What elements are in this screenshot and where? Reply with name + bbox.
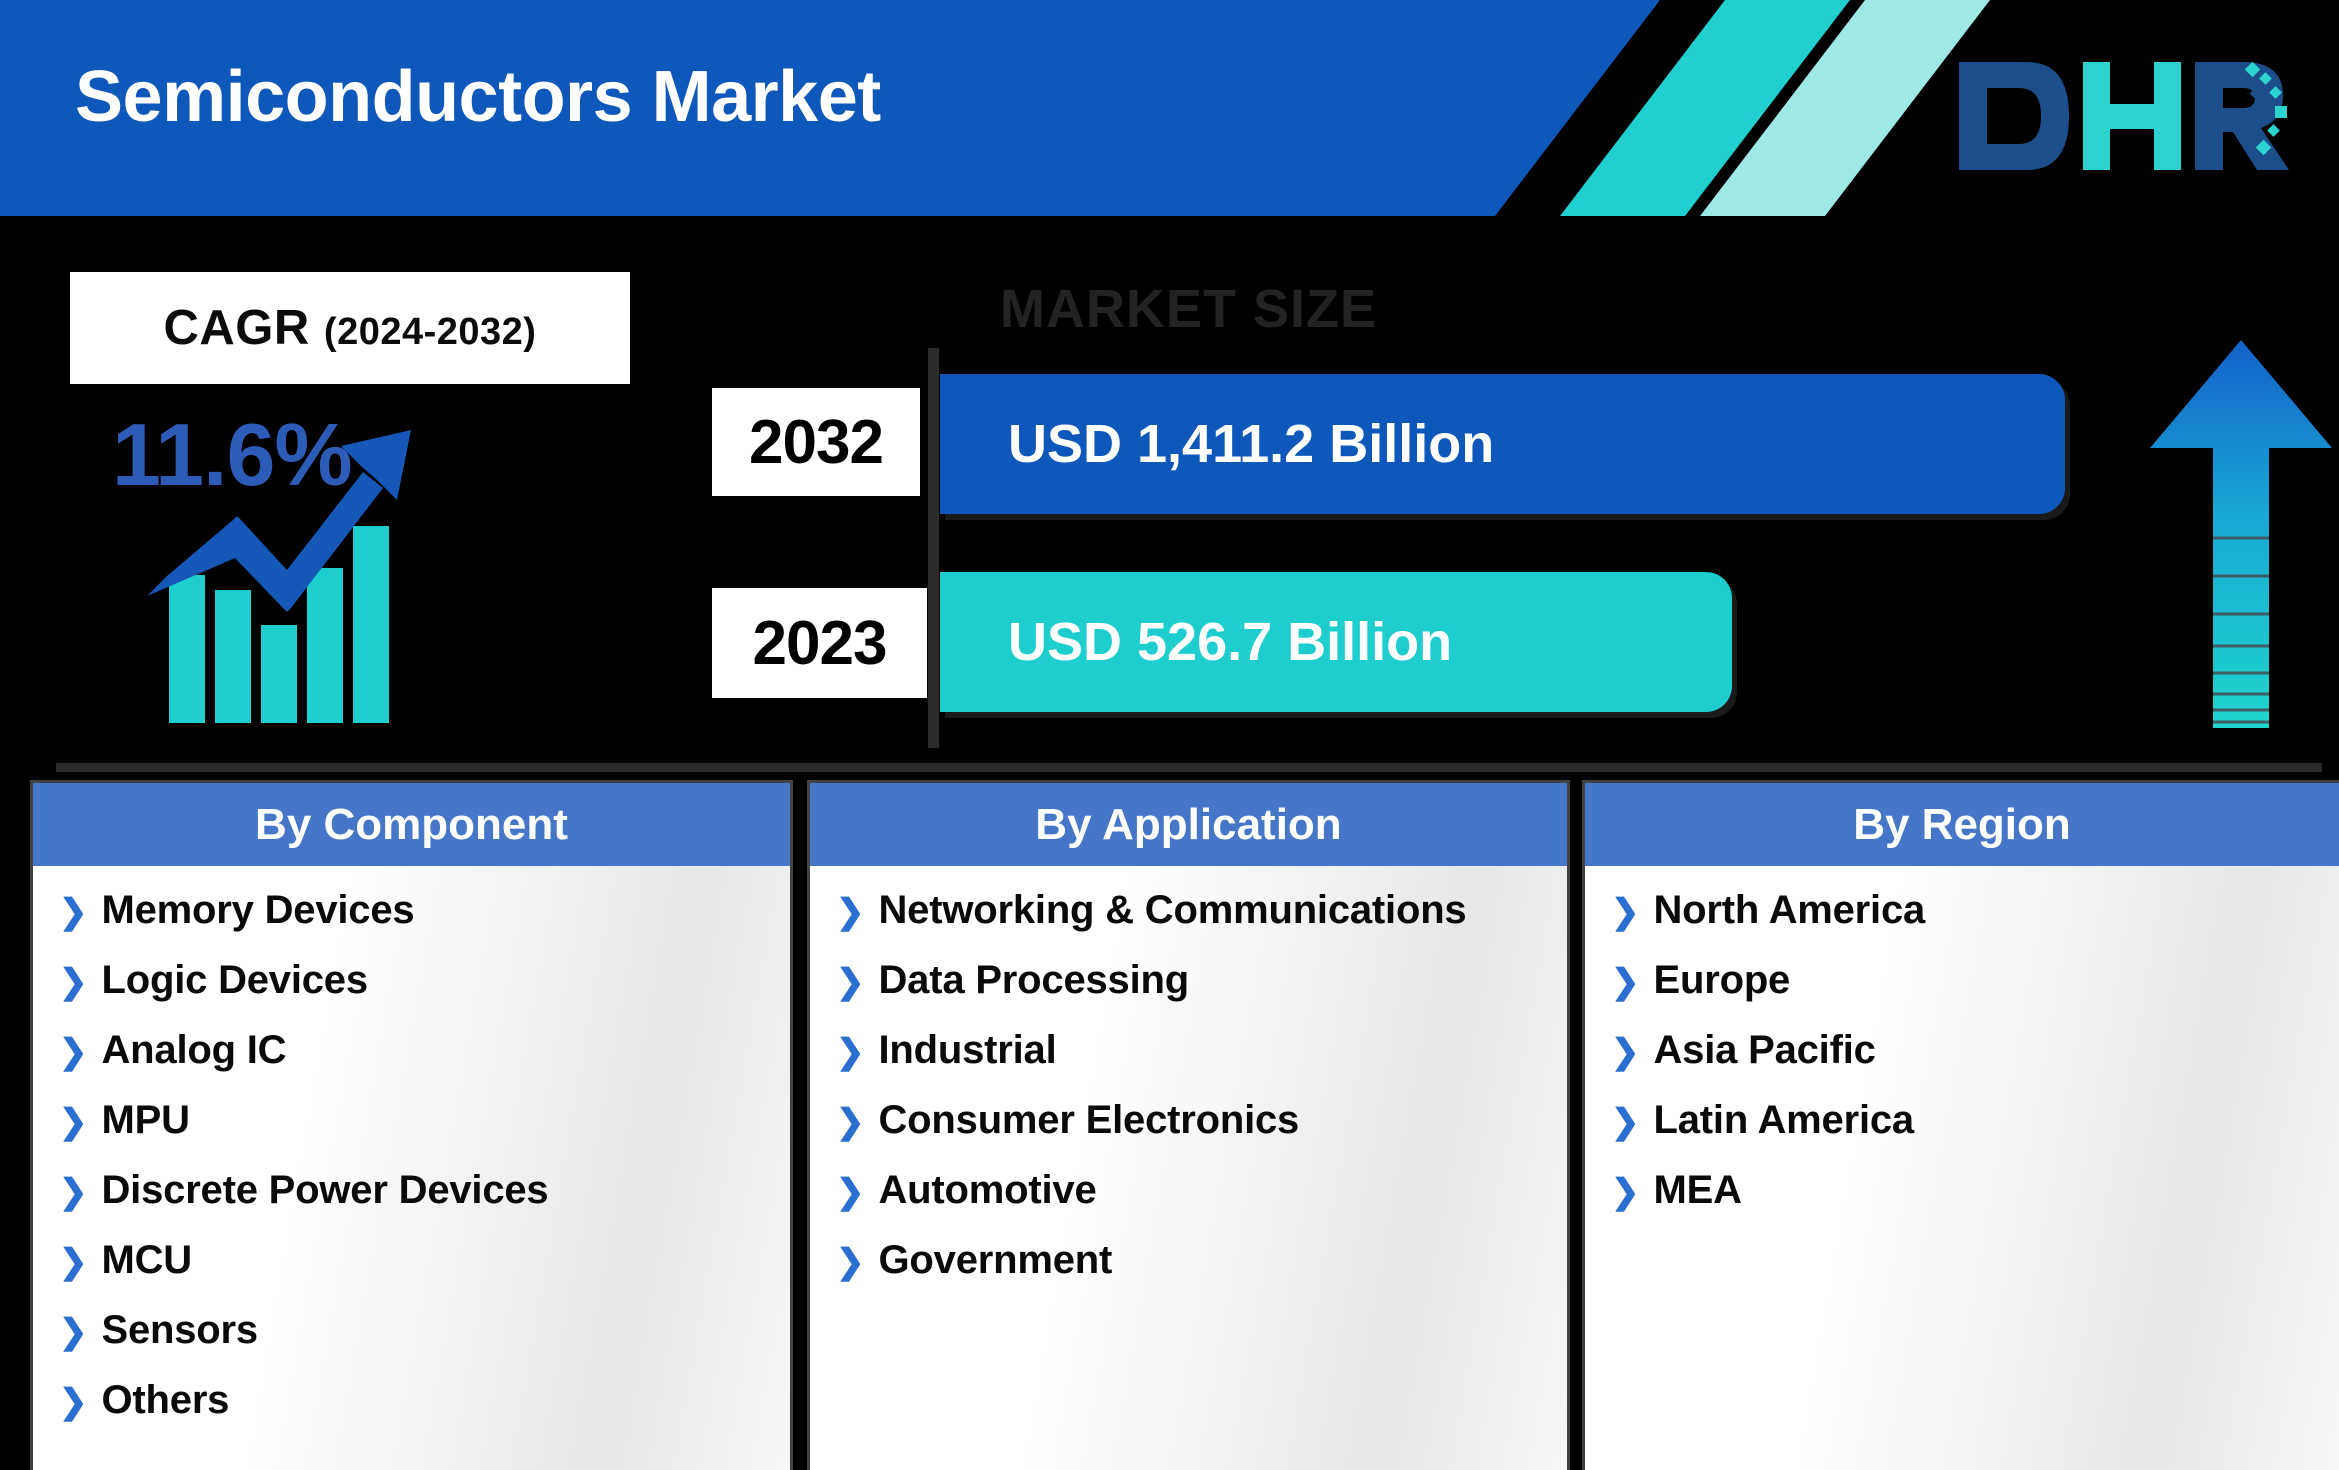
chevron-right-icon: ❯ [1611, 1103, 1640, 1141]
list-item[interactable]: ❯ MPU [33, 1098, 790, 1168]
segment-list-by-region: ❯ North America ❯ Europe ❯ Asia Pacific … [1585, 866, 2339, 1238]
year-label-2023: 2023 [712, 588, 927, 698]
list-item-label: MEA [1653, 1168, 1742, 1212]
chevron-right-icon: ❯ [1611, 1173, 1640, 1211]
list-item[interactable]: ❯ Automotive [810, 1168, 1567, 1238]
list-item-label: Sensors [101, 1308, 259, 1352]
chevron-right-icon: ❯ [59, 1313, 88, 1351]
segmentation-panels: By Component ❯ Memory Devices ❯ Logic De… [0, 783, 2339, 1470]
segment-header-by-region: By Region [1585, 783, 2339, 866]
segment-panel-by-component: By Component ❯ Memory Devices ❯ Logic De… [33, 783, 790, 1470]
list-item-label: Consumer Electronics [878, 1098, 1300, 1142]
list-item-label: MPU [101, 1098, 190, 1142]
list-item[interactable]: ❯ Networking & Communications [810, 888, 1567, 958]
list-item[interactable]: ❯ Data Processing [810, 958, 1567, 1028]
segment-header-by-application: By Application [810, 783, 1567, 866]
list-item-label: Logic Devices [101, 958, 369, 1002]
page-header: Semiconductors Market [0, 0, 2339, 216]
list-item-label: Data Processing [878, 958, 1190, 1002]
market-size-title: MARKET SIZE [1000, 279, 1378, 339]
list-item[interactable]: ❯ Memory Devices [33, 888, 790, 958]
list-item-label: Networking & Communications [878, 888, 1467, 932]
chevron-right-icon: ❯ [59, 963, 88, 1001]
header-blue-banner [0, 0, 1660, 216]
list-item-label: Government [878, 1238, 1113, 1282]
segment-list-by-application: ❯ Networking & Communications ❯ Data Pro… [810, 866, 1567, 1308]
list-item-label: Industrial [878, 1028, 1057, 1072]
list-item-label: Europe [1653, 958, 1791, 1002]
list-item[interactable]: ❯ Europe [1585, 958, 2339, 1028]
chevron-right-icon: ❯ [836, 1103, 865, 1141]
list-item[interactable]: ❯ Government [810, 1238, 1567, 1308]
list-item-label: Analog IC [101, 1028, 287, 1072]
list-item-label: Automotive [878, 1168, 1097, 1212]
bar-2023: USD 526.7 Billion [940, 572, 1732, 712]
chevron-right-icon: ❯ [836, 963, 865, 1001]
segment-list-by-component: ❯ Memory Devices ❯ Logic Devices ❯ Analo… [33, 866, 790, 1448]
segment-header-label: By Component [255, 799, 568, 849]
list-item-label: Latin America [1653, 1098, 1915, 1142]
year-label-2032: 2032 [712, 388, 920, 496]
segment-header-label: By Region [1853, 799, 2071, 849]
chevron-right-icon: ❯ [59, 1243, 88, 1281]
chevron-right-icon: ❯ [836, 1033, 865, 1071]
list-item-label: Asia Pacific [1653, 1028, 1876, 1072]
year-2032-text: 2032 [749, 407, 884, 477]
list-item[interactable]: ❯ Asia Pacific [1585, 1028, 2339, 1098]
chevron-right-icon: ❯ [1611, 1033, 1640, 1071]
chevron-right-icon: ❯ [59, 1103, 88, 1141]
cagr-box: CAGR (2024-2032) [70, 272, 630, 384]
chevron-right-icon: ❯ [59, 1173, 88, 1211]
growth-chart-icon [145, 400, 485, 740]
chevron-right-icon: ❯ [59, 893, 88, 931]
dhr-logo [1953, 56, 2293, 176]
list-item[interactable]: ❯ MCU [33, 1238, 790, 1308]
bar-2023-value: USD 526.7 Billion [1008, 612, 1453, 672]
bar-2032: USD 1,411.2 Billion [940, 374, 2065, 514]
list-item[interactable]: ❯ Latin America [1585, 1098, 2339, 1168]
segment-panel-by-application: By Application ❯ Networking & Communicat… [810, 783, 1567, 1470]
bar-2032-value: USD 1,411.2 Billion [1008, 414, 1495, 474]
list-item-label: Discrete Power Devices [101, 1168, 549, 1212]
list-item[interactable]: ❯ Consumer Electronics [810, 1098, 1567, 1168]
chevron-right-icon: ❯ [836, 1243, 865, 1281]
list-item[interactable]: ❯ North America [1585, 888, 2339, 958]
list-item-label: North America [1653, 888, 1926, 932]
segment-header-by-component: By Component [33, 783, 790, 866]
chevron-right-icon: ❯ [836, 1173, 865, 1211]
list-item-label: Others [101, 1378, 230, 1422]
chevron-right-icon: ❯ [1611, 963, 1640, 1001]
chevron-right-icon: ❯ [59, 1383, 88, 1421]
page-title: Semiconductors Market [75, 57, 881, 137]
growth-up-arrow-icon [2146, 336, 2336, 736]
section-divider [56, 763, 2322, 772]
list-item[interactable]: ❯ Logic Devices [33, 958, 790, 1028]
list-item[interactable]: ❯ Analog IC [33, 1028, 790, 1098]
cagr-label-text: CAGR [163, 301, 310, 355]
chart-axis-line [928, 348, 939, 748]
chevron-right-icon: ❯ [59, 1033, 88, 1071]
list-item[interactable]: ❯ Discrete Power Devices [33, 1168, 790, 1238]
list-item[interactable]: ❯ Others [33, 1378, 790, 1448]
chevron-right-icon: ❯ [836, 893, 865, 931]
chevron-right-icon: ❯ [1611, 893, 1640, 931]
cagr-period: (2024-2032) [323, 311, 537, 353]
list-item-label: Memory Devices [101, 888, 415, 932]
cagr-value: 11.6% [112, 405, 353, 504]
list-item[interactable]: ❯ MEA [1585, 1168, 2339, 1238]
segment-panel-by-region: By Region ❯ North America ❯ Europe ❯ Asi… [1585, 783, 2339, 1470]
list-item-label: MCU [101, 1238, 193, 1282]
year-2023-text: 2023 [752, 608, 888, 678]
cagr-label: CAGR (2024-2032) [164, 300, 537, 356]
list-item[interactable]: ❯ Industrial [810, 1028, 1567, 1098]
list-item[interactable]: ❯ Sensors [33, 1308, 790, 1378]
segment-header-label: By Application [1035, 799, 1342, 849]
